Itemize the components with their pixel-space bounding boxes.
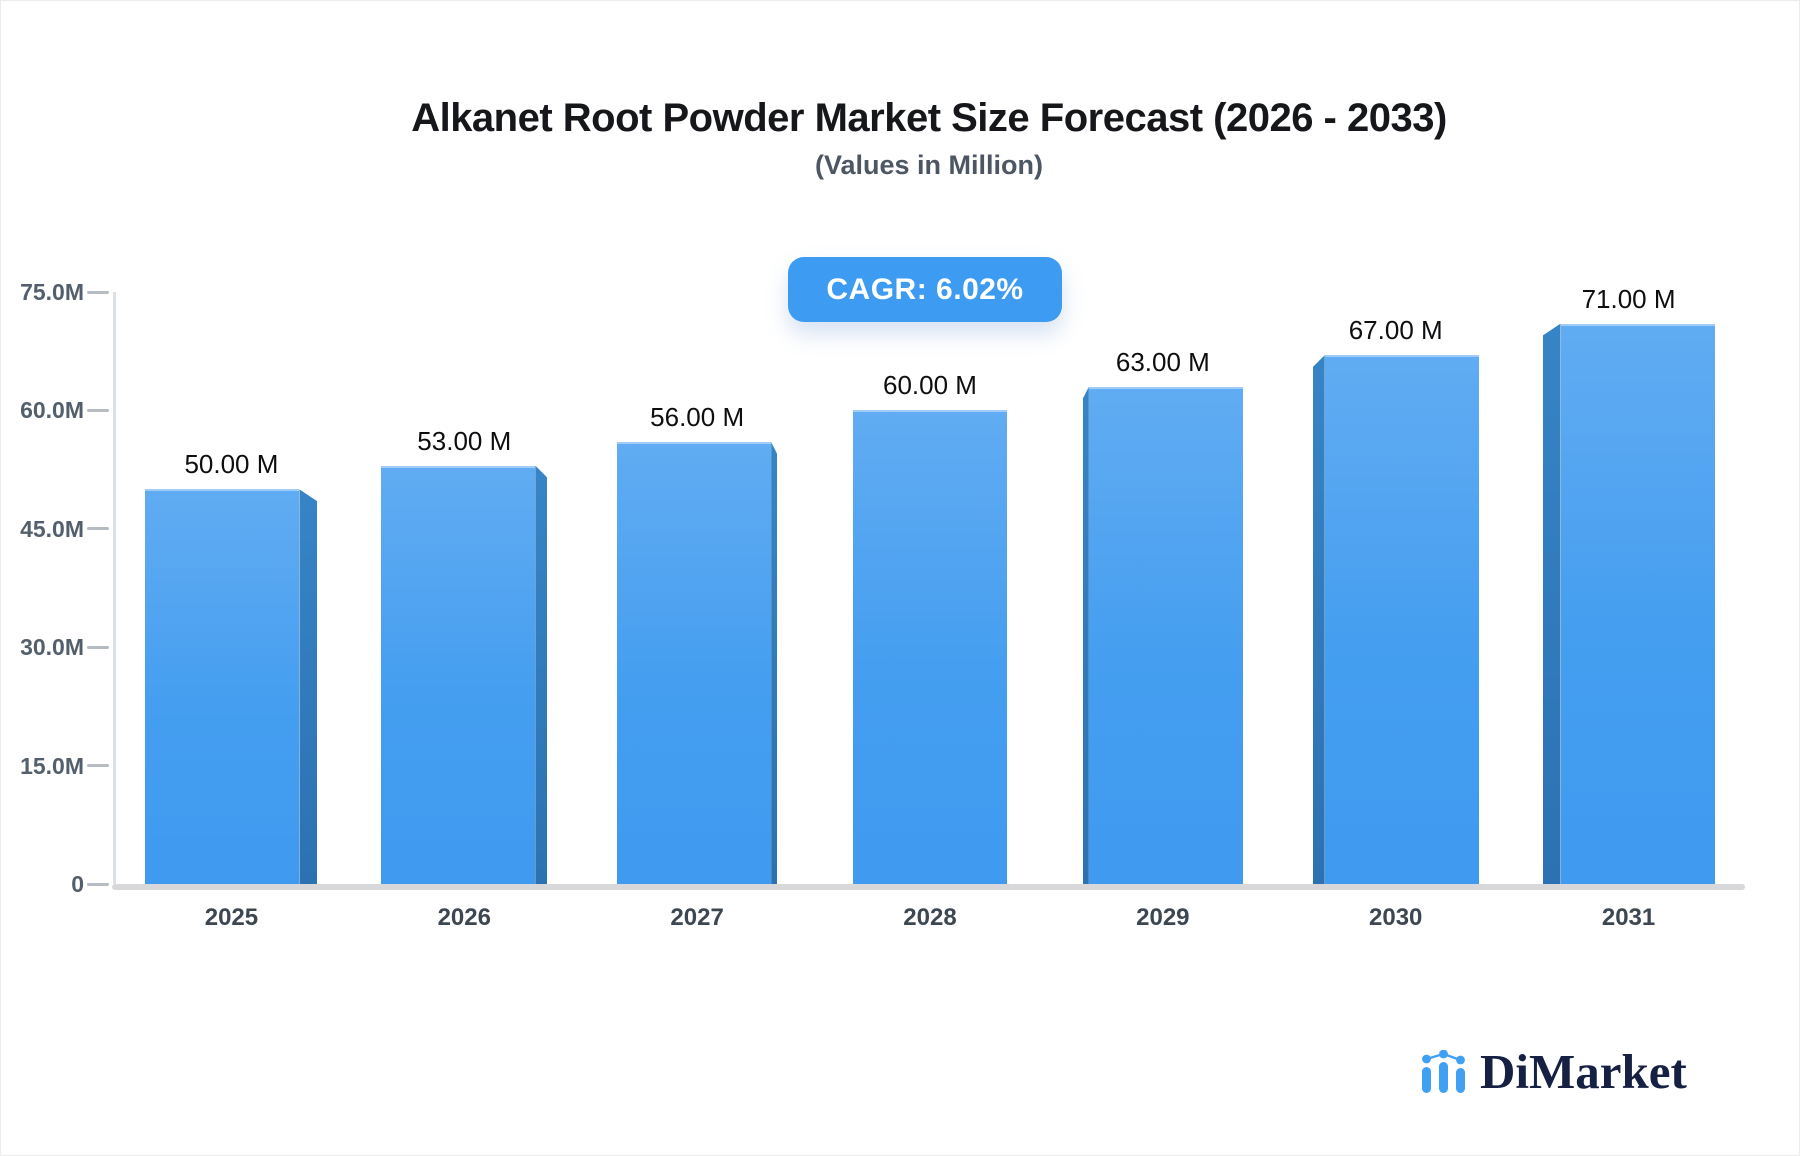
x-tick-label: 2025	[204, 904, 259, 931]
x-tick-label: 2029	[1136, 904, 1190, 931]
bar-2028	[853, 410, 1007, 884]
y-tick-mark	[87, 764, 109, 768]
bar-2027	[617, 441, 778, 884]
bar-value-label: 60.00 M	[883, 370, 977, 401]
bar-value-label: 56.00 M	[650, 401, 745, 432]
bar-value-label: 50.00 M	[184, 449, 279, 480]
bar-2025	[145, 489, 318, 884]
y-tick-label: 30.0M	[20, 634, 84, 661]
bar-2030	[1312, 355, 1479, 884]
bar-2031	[1542, 323, 1715, 884]
bar-face	[1324, 355, 1479, 884]
bar-side-3d	[1312, 355, 1325, 884]
bar-side-3d	[771, 441, 778, 884]
bar-face	[381, 465, 536, 884]
dimarket-icon	[1422, 1050, 1465, 1093]
cagr-badge: CAGR: 6.02%	[788, 257, 1062, 322]
y-tick-label: 45.0M	[20, 515, 84, 542]
bar-side-3d	[535, 465, 548, 884]
bar-value-label: 67.00 M	[1348, 315, 1443, 346]
bar-face	[1088, 386, 1243, 884]
y-tick-mark	[87, 645, 109, 649]
x-axis-baseline	[112, 884, 1745, 890]
y-tick-label: 15.0M	[20, 752, 84, 779]
cagr-badge-label: CAGR: 6.02%	[826, 272, 1024, 306]
brand-logo: DiMarket	[1421, 1040, 1687, 1104]
bar-value-label: 71.00 M	[1581, 283, 1676, 314]
bar-face	[145, 489, 300, 884]
x-tick-label: 2028	[903, 904, 957, 931]
y-tick-label: 60.0M	[20, 397, 84, 424]
y-axis-line	[113, 292, 116, 884]
brand-name: DiMarket	[1480, 1044, 1687, 1099]
bar-side-3d	[1082, 386, 1089, 884]
chart-subtitle: (Values in Million)	[814, 150, 1044, 180]
x-tick-label: 2026	[437, 904, 491, 931]
bar-value-label: 63.00 M	[1115, 346, 1210, 377]
bar-2029	[1082, 386, 1243, 884]
bar-side-3d	[299, 489, 318, 884]
x-tick-label: 2031	[1601, 904, 1656, 931]
bar-face	[617, 441, 772, 884]
bar-side-3d	[1542, 323, 1561, 884]
chart-title: Alkanet Root Powder Market Size Forecast…	[411, 96, 1447, 140]
y-tick-mark	[87, 290, 109, 294]
bar-face	[1560, 323, 1715, 884]
y-tick-mark	[87, 527, 109, 531]
y-tick-mark	[87, 408, 109, 412]
y-tick-mark	[87, 882, 109, 886]
bar-2026	[381, 465, 548, 884]
y-tick-label: 75.0M	[20, 279, 84, 305]
bar-value-label: 53.00 M	[417, 425, 512, 456]
x-tick-label: 2030	[1369, 904, 1423, 931]
bar-face	[853, 410, 1007, 884]
y-tick-label: 0	[71, 871, 84, 897]
x-tick-label: 2027	[670, 904, 724, 931]
